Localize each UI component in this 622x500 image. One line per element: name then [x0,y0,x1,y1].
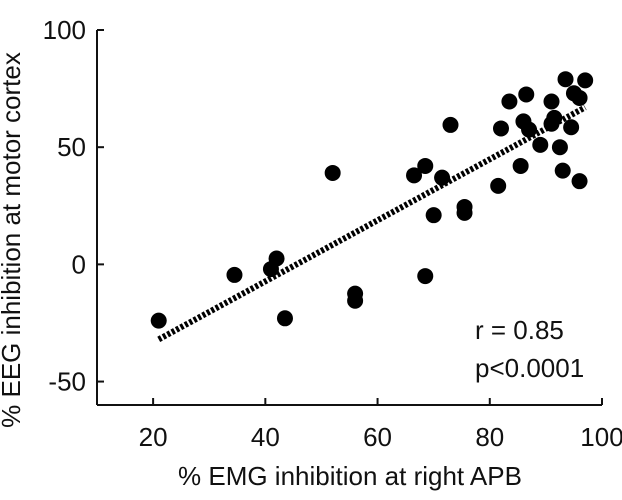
data-point [434,169,451,186]
data-point [571,89,588,106]
data-point [518,86,535,103]
data-point [417,268,434,285]
correlation-label: r = 0.85 [475,315,564,345]
data-point [557,71,574,88]
data-point [571,173,588,190]
data-point [512,157,529,174]
data-point [543,93,560,110]
x-tick-label: 60 [363,422,392,452]
x-tick-label: 40 [251,422,280,452]
data-point [442,116,459,133]
y-ticks: -50 0 50 100 [43,15,104,397]
data-point [563,119,580,136]
x-tick-label: 100 [580,422,622,452]
data-point [276,310,293,327]
data-point [417,157,434,174]
data-point [456,204,473,221]
data-point [490,177,507,194]
data-point [268,250,285,267]
data-point [324,164,341,181]
data-point [406,167,423,184]
axes [96,30,602,406]
regression-line-layer [157,104,587,343]
data-point [532,136,549,153]
y-tick-label: -50 [48,367,86,397]
p-value-label: p<0.0001 [475,353,584,383]
y-tick-label: 50 [57,132,86,162]
data-point [347,292,364,309]
x-tick-label: 20 [139,422,168,452]
data-point [546,109,563,126]
data-point [150,312,167,329]
data-point [493,120,509,137]
data-point [501,93,518,110]
data-point [226,266,243,283]
x-ticks: 20 40 60 80 100 [139,398,622,452]
data-point [521,121,538,138]
data-point [577,72,594,89]
y-tick-label: 0 [72,249,86,279]
x-tick-label: 80 [475,422,504,452]
regression-line [157,104,587,343]
data-points [150,71,594,329]
x-axis-title: % EMG inhibition at right APB [178,461,522,491]
y-axis-title: % EEG inhibition at motor cortex [0,52,26,428]
y-tick-label: 100 [43,15,86,45]
data-point [554,162,571,179]
data-point [425,207,442,224]
data-point [551,139,568,156]
